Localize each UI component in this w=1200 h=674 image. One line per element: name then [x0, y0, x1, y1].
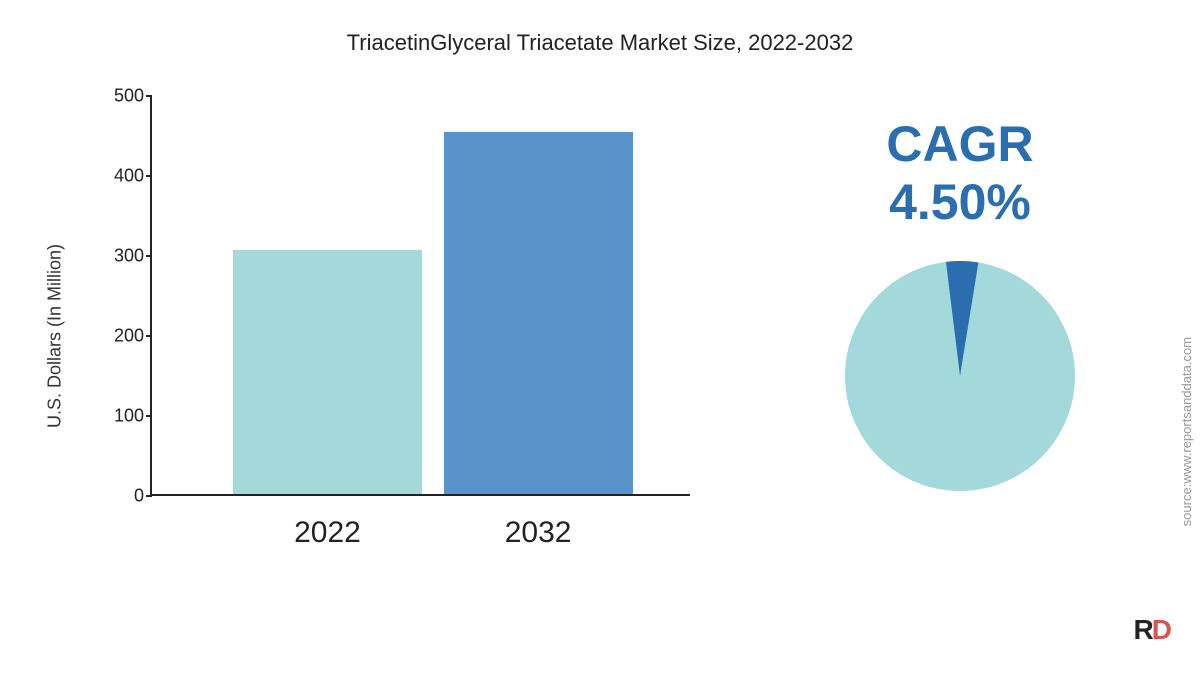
y-tick-label: 400 — [102, 166, 144, 187]
bar — [233, 250, 422, 494]
y-tick-label: 500 — [102, 86, 144, 107]
x-axis-label: 2032 — [505, 516, 572, 550]
y-tick-label: 100 — [102, 406, 144, 427]
y-tick-label: 300 — [102, 246, 144, 267]
y-tick-mark — [146, 495, 152, 497]
logo-r: R — [1134, 614, 1152, 645]
cagr-value: 4.50% — [886, 174, 1033, 232]
y-axis-label: U.S. Dollars (In Million) — [45, 244, 66, 428]
logo: RD — [1134, 614, 1170, 646]
y-tick-mark — [146, 415, 152, 417]
cagr-panel: CAGR 4.50% — [790, 96, 1130, 496]
y-tick-mark — [146, 95, 152, 97]
logo-d: D — [1152, 614, 1170, 645]
cagr-label: CAGR — [886, 116, 1033, 174]
bar-chart: U.S. Dollars (In Million) 01002003004005… — [90, 96, 710, 576]
y-tick-label: 0 — [102, 486, 144, 507]
x-axis-label: 2022 — [294, 516, 361, 550]
y-tick-mark — [146, 175, 152, 177]
cagr-text: CAGR 4.50% — [886, 116, 1033, 231]
bar — [444, 132, 633, 494]
source-text: source:www.reportsanddata.com — [1179, 337, 1194, 526]
y-tick-mark — [146, 335, 152, 337]
plot-area: 010020030040050020222032 — [150, 96, 690, 496]
chart-title: TriacetinGlyceral Triacetate Market Size… — [60, 30, 1140, 56]
pie-chart — [845, 261, 1075, 496]
y-tick-mark — [146, 255, 152, 257]
y-tick-label: 200 — [102, 326, 144, 347]
